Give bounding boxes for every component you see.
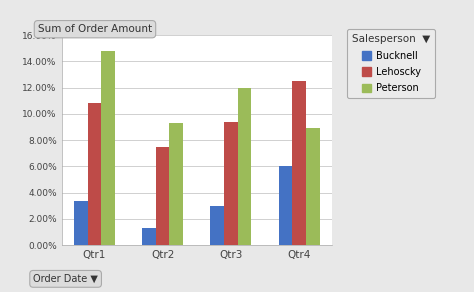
Bar — [169, 123, 183, 245]
Bar — [142, 228, 156, 245]
Bar — [210, 206, 224, 245]
Legend: Bucknell, Lehoscky, Peterson: Bucknell, Lehoscky, Peterson — [347, 29, 436, 98]
Bar — [292, 81, 306, 245]
Bar — [74, 201, 88, 245]
Text: Sum of Order Amount: Sum of Order Amount — [38, 24, 152, 34]
Bar — [101, 51, 115, 245]
Bar — [88, 103, 101, 245]
Bar — [306, 128, 319, 245]
Bar — [279, 166, 292, 245]
Bar — [156, 147, 169, 245]
Text: Order Date ▼: Order Date ▼ — [33, 274, 98, 284]
Bar — [237, 88, 251, 245]
Bar — [224, 122, 237, 245]
